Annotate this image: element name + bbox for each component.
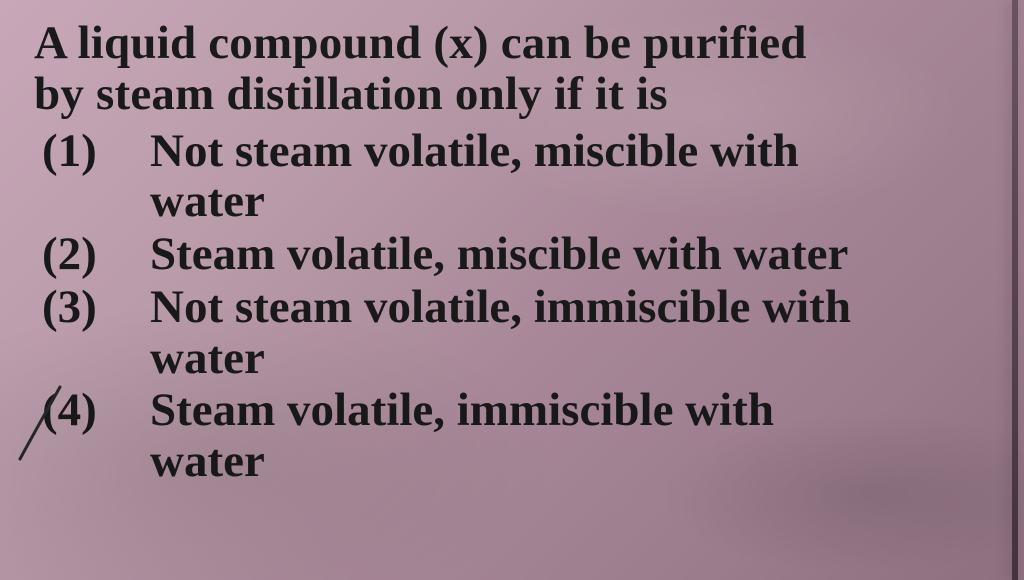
stem-line: A liquid compound (x) can be purified [34, 17, 807, 69]
scanned-page: A liquid compound (x) can be purified by… [0, 0, 1024, 487]
option-number: (4) [34, 385, 150, 436]
option-line: Steam volatile, immiscible with [150, 384, 774, 436]
option-text: Not steam volatile, immiscible with wate… [150, 282, 978, 384]
option-line: Steam volatile, miscible with water [150, 228, 848, 280]
option-3: (3) Not steam volatile, immiscible with … [34, 282, 978, 384]
option-line: Not steam volatile, immiscible with [150, 281, 851, 333]
option-text: Not steam volatile, miscible with water [150, 126, 978, 228]
option-2: (2) Steam volatile, miscible with water [34, 229, 978, 280]
option-line: Not steam volatile, miscible with [150, 125, 799, 177]
option-number: (2) [34, 229, 150, 280]
question-stem: A liquid compound (x) can be purified by… [34, 18, 978, 120]
stem-line: by steam distillation only if it is [34, 68, 668, 120]
option-text: Steam volatile, immiscible with water [150, 385, 978, 487]
option-line: water [150, 332, 265, 384]
option-4: (4) Steam volatile, immiscible with wate… [34, 385, 978, 487]
option-line: water [150, 435, 265, 487]
option-number: (1) [34, 126, 150, 177]
option-line: water [150, 175, 265, 227]
option-number: (3) [34, 282, 150, 333]
option-text: Steam volatile, miscible with water [150, 229, 978, 280]
option-1: (1) Not steam volatile, miscible with wa… [34, 126, 978, 228]
options-list: (1) Not steam volatile, miscible with wa… [34, 126, 978, 487]
